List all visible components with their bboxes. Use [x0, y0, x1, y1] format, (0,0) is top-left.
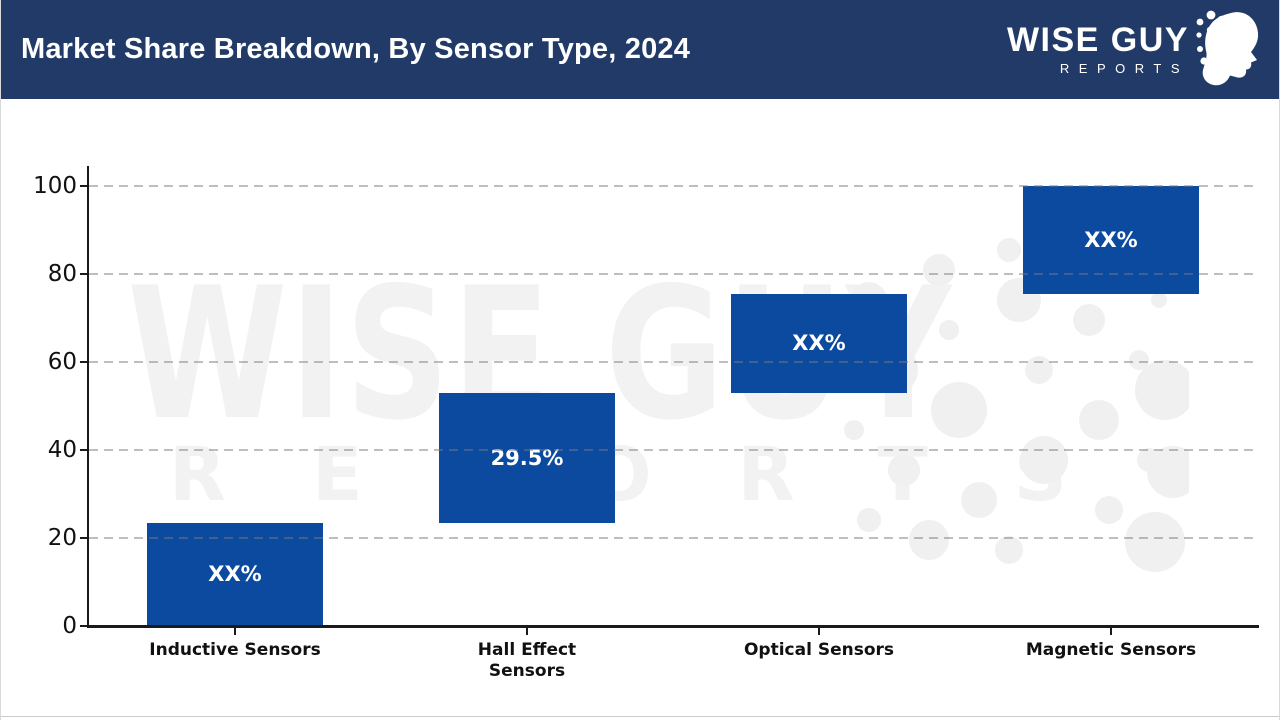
bar-2: 29.5% — [439, 392, 615, 523]
y-tickmark-100 — [80, 185, 87, 187]
x-tickmark-2 — [526, 628, 528, 635]
bar-4: XX% — [1023, 186, 1199, 294]
y-tick-label-80: 80 — [47, 261, 77, 287]
y-tick-label-60: 60 — [47, 349, 77, 375]
x-tickmark-4 — [1110, 628, 1112, 635]
y-tick-label-20: 20 — [47, 525, 77, 551]
header-bar: Market Share Breakdown, By Sensor Type, … — [1, 0, 1279, 99]
y-tickmark-60 — [80, 361, 87, 363]
brand-name: WISE GUY — [1006, 21, 1189, 60]
y-axis-line — [87, 166, 89, 628]
x-axis-line — [87, 625, 1259, 628]
x-tickmark-3 — [818, 628, 820, 635]
y-tickmark-20 — [80, 537, 87, 539]
bottom-border-line — [1, 716, 1279, 717]
y-tickmark-40 — [80, 449, 87, 451]
y-tickmark-80 — [80, 273, 87, 275]
bar-value-label: XX% — [792, 331, 846, 356]
gridline-y20 — [89, 537, 1259, 539]
bar-value-label: XX% — [208, 562, 262, 587]
y-tickmark-0 — [80, 625, 87, 627]
gridline-y100 — [89, 185, 1259, 187]
bar-value-label: 29.5% — [490, 445, 564, 470]
gridline-y40 — [89, 449, 1259, 451]
bar-3: XX% — [731, 293, 907, 393]
gridline-y80 — [89, 273, 1259, 275]
x-category-label-1: Inductive Sensors — [149, 640, 321, 660]
gridline-y60 — [89, 361, 1259, 363]
y-tick-label-0: 0 — [62, 613, 77, 639]
brand-head-icon — [1191, 6, 1263, 94]
brand-subtitle: REPORTS — [1059, 60, 1189, 76]
y-tick-label-100: 100 — [33, 173, 77, 199]
x-category-label-4: Magnetic Sensors — [1025, 640, 1197, 660]
x-category-label-3: Optical Sensors — [743, 640, 895, 660]
brand-logo-text: WISE GUY REPORTS — [1006, 21, 1189, 76]
x-tickmark-1 — [234, 628, 236, 635]
bar-1: XX% — [147, 522, 323, 626]
page-title: Market Share Breakdown, By Sensor Type, … — [21, 33, 691, 65]
y-tick-label-40: 40 — [47, 437, 77, 463]
brand-logo: WISE GUY REPORTS — [1007, 6, 1263, 94]
bar-value-label: XX% — [1084, 227, 1138, 252]
x-category-label-2: Hall Effect Sensors — [477, 640, 577, 682]
